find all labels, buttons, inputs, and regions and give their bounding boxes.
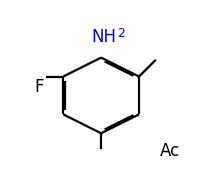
Text: 2: 2 xyxy=(117,27,125,40)
Text: F: F xyxy=(35,78,44,96)
Text: NH: NH xyxy=(91,28,116,46)
Text: Ac: Ac xyxy=(160,142,180,160)
